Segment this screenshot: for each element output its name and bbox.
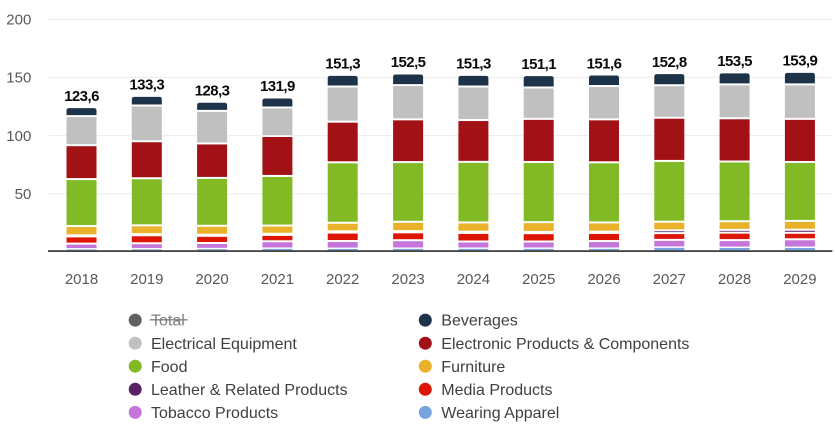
svg-text:151,6: 151,6 xyxy=(587,55,622,72)
svg-text:200: 200 xyxy=(6,11,31,28)
svg-text:Electrical Equipment: Electrical Equipment xyxy=(151,336,297,353)
svg-text:2024: 2024 xyxy=(457,271,490,288)
svg-text:2018: 2018 xyxy=(65,271,98,288)
svg-text:152,5: 152,5 xyxy=(391,54,426,71)
svg-text:131,9: 131,9 xyxy=(260,78,295,95)
svg-text:Total: Total xyxy=(151,313,185,330)
svg-text:Media Products: Media Products xyxy=(441,382,552,399)
svg-text:151,3: 151,3 xyxy=(325,56,360,73)
svg-text:Beverages: Beverages xyxy=(441,313,518,330)
svg-text:153,9: 153,9 xyxy=(783,53,818,70)
svg-text:Tobacco Products: Tobacco Products xyxy=(151,405,278,422)
svg-text:2020: 2020 xyxy=(195,271,228,288)
svg-text:2029: 2029 xyxy=(783,271,816,288)
svg-text:Furniture: Furniture xyxy=(441,359,505,376)
svg-text:2023: 2023 xyxy=(391,271,424,288)
svg-text:153,5: 153,5 xyxy=(717,53,752,70)
svg-text:151,3: 151,3 xyxy=(456,56,491,73)
svg-text:2027: 2027 xyxy=(653,271,686,288)
svg-text:2026: 2026 xyxy=(587,271,620,288)
svg-text:Leather & Related Products: Leather & Related Products xyxy=(151,382,348,399)
svg-text:50: 50 xyxy=(15,186,32,203)
svg-text:Food: Food xyxy=(151,359,187,376)
svg-text:128,3: 128,3 xyxy=(195,82,230,99)
svg-text:152,8: 152,8 xyxy=(652,54,687,71)
svg-text:2019: 2019 xyxy=(130,271,163,288)
svg-text:123,6: 123,6 xyxy=(64,88,99,105)
svg-text:2028: 2028 xyxy=(718,271,751,288)
svg-text:100: 100 xyxy=(6,128,31,145)
svg-text:Wearing Apparel: Wearing Apparel xyxy=(441,405,559,422)
svg-text:2021: 2021 xyxy=(261,271,294,288)
svg-text:2022: 2022 xyxy=(326,271,359,288)
svg-text:151,1: 151,1 xyxy=(521,56,556,73)
svg-text:Electronic Products & Componen: Electronic Products & Components xyxy=(441,336,689,353)
svg-text:2025: 2025 xyxy=(522,271,555,288)
svg-text:133,3: 133,3 xyxy=(129,77,164,94)
svg-text:150: 150 xyxy=(6,70,31,87)
